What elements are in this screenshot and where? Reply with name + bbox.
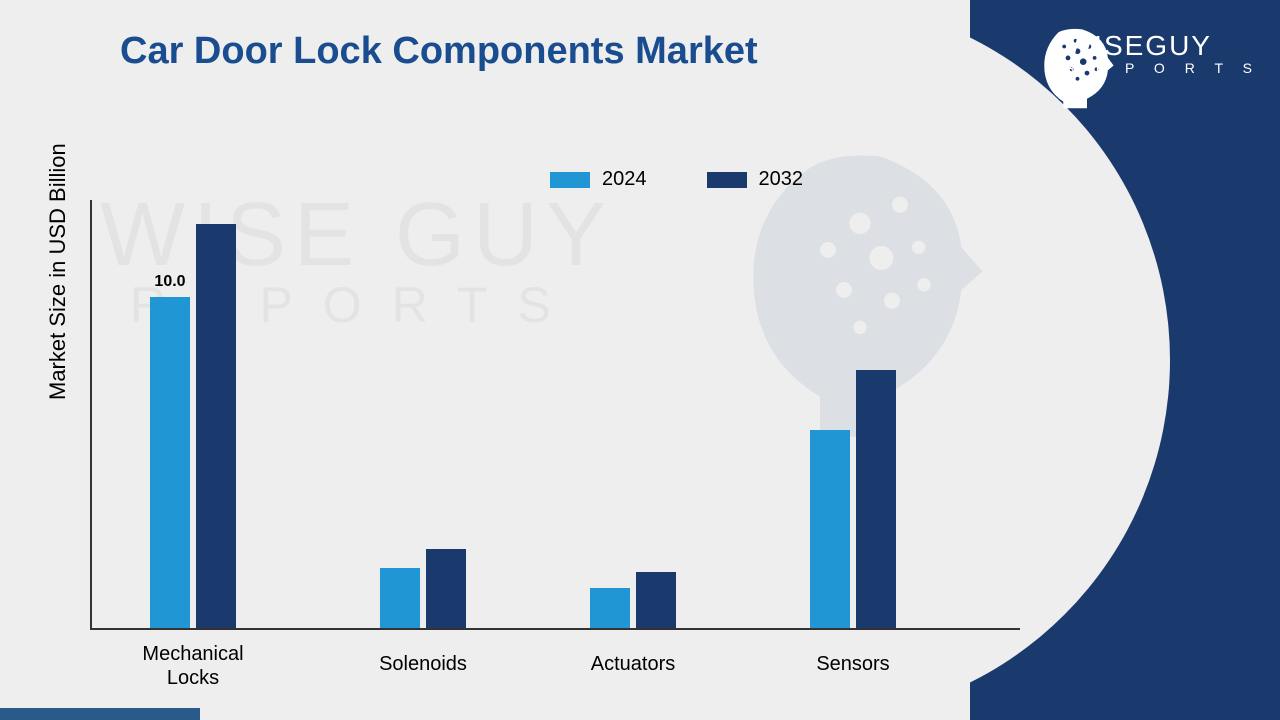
category-label: Sensors: [816, 652, 889, 676]
logo-text-guy: GUY: [1145, 30, 1212, 61]
category-label: Actuators: [591, 652, 675, 676]
brand-logo: WISEGUY R E P O R T S: [1066, 30, 1260, 76]
chart-title: Car Door Lock Components Market: [120, 30, 758, 73]
chart-container: WISEGUY R E P O R T S WISE GUY REPORTS C…: [0, 0, 1280, 720]
chart-legend: 2024 2032: [550, 168, 803, 191]
bar-group: Actuators: [590, 572, 676, 628]
bottom-accent-bar: [0, 708, 200, 720]
category-label: Solenoids: [379, 652, 467, 676]
bar: [636, 572, 676, 628]
category-label: MechanicalLocks: [123, 642, 263, 690]
bar-group: 10.0MechanicalLocks: [150, 224, 236, 628]
bar-group: Solenoids: [380, 549, 466, 628]
bar-group: Sensors: [810, 370, 896, 628]
legend-item-2032: 2032: [707, 168, 804, 191]
bar: [856, 370, 896, 628]
bar: [426, 549, 466, 628]
bar: 10.0: [150, 297, 190, 628]
legend-label-2032: 2032: [759, 168, 804, 191]
logo-text-wise: WISE: [1066, 30, 1146, 61]
y-axis-label: Market Size in USD Billion: [45, 143, 71, 400]
legend-swatch-2024: [550, 172, 590, 188]
legend-item-2024: 2024: [550, 168, 647, 191]
bar: [810, 430, 850, 628]
bar-data-label: 10.0: [154, 273, 185, 291]
bar: [196, 224, 236, 628]
bar: [590, 588, 630, 628]
bar: [380, 568, 420, 628]
legend-label-2024: 2024: [602, 168, 647, 191]
y-axis-line: [90, 200, 92, 630]
chart-plot-area: 10.0MechanicalLocks Solenoids Actuators Sen…: [90, 200, 1020, 640]
x-axis-line: [90, 628, 1020, 630]
legend-swatch-2032: [707, 172, 747, 188]
logo-text-reports: R E P O R T S: [1066, 60, 1260, 76]
